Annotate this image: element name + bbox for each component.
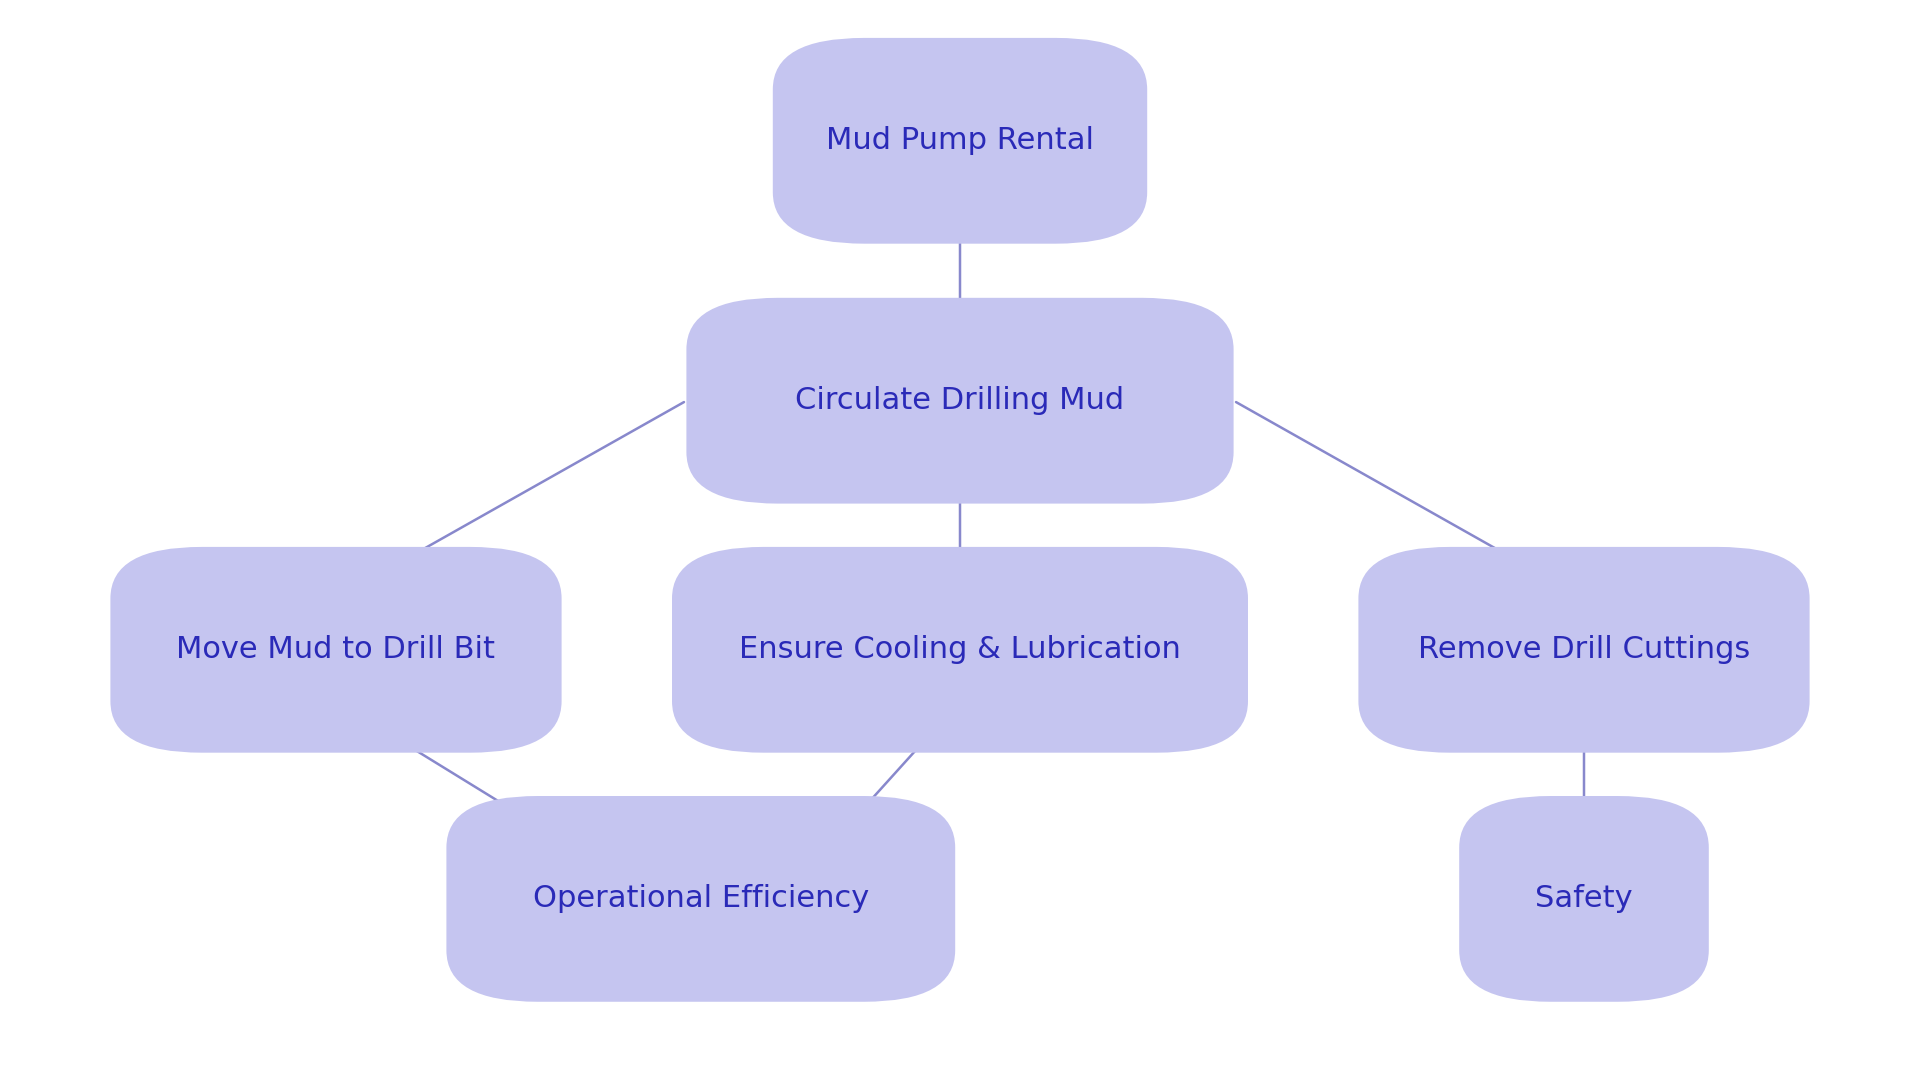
Text: Ensure Cooling & Lubrication: Ensure Cooling & Lubrication — [739, 636, 1181, 664]
Text: Circulate Drilling Mud: Circulate Drilling Mud — [795, 387, 1125, 415]
Text: Move Mud to Drill Bit: Move Mud to Drill Bit — [177, 636, 495, 664]
FancyBboxPatch shape — [672, 547, 1248, 753]
FancyBboxPatch shape — [772, 38, 1146, 244]
Text: Safety: Safety — [1536, 885, 1632, 913]
FancyBboxPatch shape — [445, 796, 956, 1002]
Text: Operational Efficiency: Operational Efficiency — [532, 885, 870, 913]
Text: Mud Pump Rental: Mud Pump Rental — [826, 127, 1094, 155]
FancyBboxPatch shape — [1359, 547, 1809, 753]
FancyBboxPatch shape — [109, 547, 561, 753]
FancyBboxPatch shape — [1459, 796, 1709, 1002]
FancyBboxPatch shape — [687, 298, 1235, 504]
Text: Remove Drill Cuttings: Remove Drill Cuttings — [1417, 636, 1751, 664]
